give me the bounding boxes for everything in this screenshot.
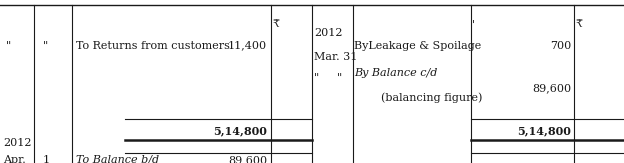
Text: ₹: ₹: [575, 20, 582, 30]
Text: To Balance b/d: To Balance b/d: [76, 155, 159, 163]
Text: 700: 700: [550, 41, 571, 51]
Text: ": ": [6, 41, 11, 51]
Text: Apr.: Apr.: [3, 155, 26, 163]
Text: 89,600: 89,600: [228, 155, 267, 163]
Text: (balancing figure): (balancing figure): [381, 93, 482, 103]
Text: ": ": [42, 41, 47, 51]
Text: By Balance c/d: By Balance c/d: [354, 68, 438, 78]
Text: Mar. 31: Mar. 31: [314, 52, 358, 62]
Text: 5,14,800: 5,14,800: [213, 125, 267, 136]
Text: 2012: 2012: [314, 28, 343, 38]
Text: 11,400: 11,400: [228, 41, 267, 51]
Text: ₹: ₹: [273, 20, 280, 30]
Text: To Returns from customers: To Returns from customers: [76, 41, 230, 51]
Text: ": ": [337, 73, 342, 83]
Text: ByLeakage & Spoilage: ByLeakage & Spoilage: [354, 41, 482, 51]
Text: 5,14,800: 5,14,800: [517, 125, 571, 136]
Text: ': ': [472, 20, 475, 30]
Text: ": ": [314, 73, 319, 83]
Text: 1: 1: [42, 155, 49, 163]
Text: 89,600: 89,600: [532, 83, 571, 93]
Text: 2012: 2012: [3, 138, 32, 148]
